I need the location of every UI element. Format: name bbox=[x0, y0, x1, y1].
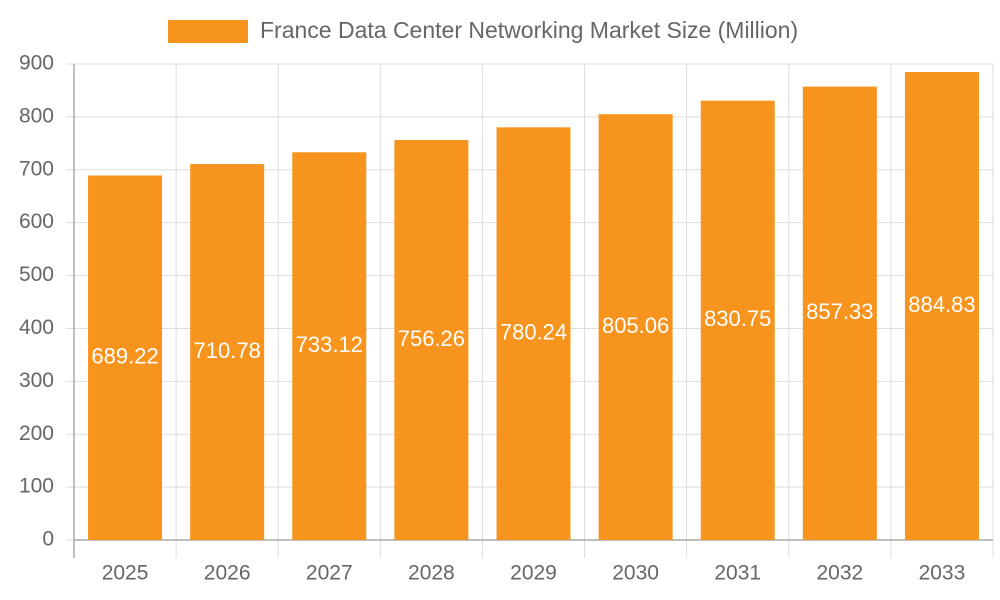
bar bbox=[598, 114, 673, 540]
bar bbox=[394, 140, 469, 540]
y-tick-label: 800 bbox=[19, 104, 54, 127]
data-label: 689.22 bbox=[91, 344, 158, 369]
y-tick-label: 400 bbox=[19, 316, 54, 339]
x-tick-label: 2032 bbox=[816, 562, 863, 585]
data-label: 756.26 bbox=[398, 326, 465, 351]
y-tick-label: 200 bbox=[19, 422, 54, 445]
x-tick-label: 2030 bbox=[612, 562, 659, 585]
bar bbox=[190, 164, 265, 540]
bar bbox=[700, 100, 775, 541]
x-tick-label: 2029 bbox=[510, 562, 557, 585]
data-label: 780.24 bbox=[500, 319, 567, 344]
x-tick-label: 2026 bbox=[204, 562, 251, 585]
y-tick-label: 700 bbox=[19, 157, 54, 180]
bar bbox=[292, 152, 367, 540]
legend-swatch bbox=[168, 20, 248, 43]
data-label: 805.06 bbox=[602, 313, 669, 338]
data-label: 733.12 bbox=[296, 332, 363, 357]
x-tick-label: 2033 bbox=[919, 562, 966, 585]
data-label: 857.33 bbox=[806, 299, 873, 324]
x-tick-label: 2028 bbox=[408, 562, 455, 585]
y-tick-label: 0 bbox=[42, 528, 54, 551]
y-tick-label: 500 bbox=[19, 263, 54, 286]
y-tick-label: 900 bbox=[19, 52, 54, 75]
y-tick-label: 600 bbox=[19, 210, 54, 233]
y-tick-label: 100 bbox=[19, 475, 54, 498]
x-tick-label: 2027 bbox=[306, 562, 353, 585]
data-label: 710.78 bbox=[194, 338, 261, 363]
x-tick-label: 2031 bbox=[714, 562, 761, 585]
data-label: 884.83 bbox=[908, 292, 975, 317]
data-label: 830.75 bbox=[704, 306, 771, 331]
bar bbox=[904, 72, 979, 540]
x-tick-label: 2025 bbox=[102, 562, 149, 585]
bar bbox=[88, 175, 163, 541]
bar bbox=[802, 86, 877, 540]
bar bbox=[496, 127, 571, 541]
y-tick-label: 300 bbox=[19, 369, 54, 392]
legend-label: France Data Center Networking Market Siz… bbox=[260, 17, 798, 43]
